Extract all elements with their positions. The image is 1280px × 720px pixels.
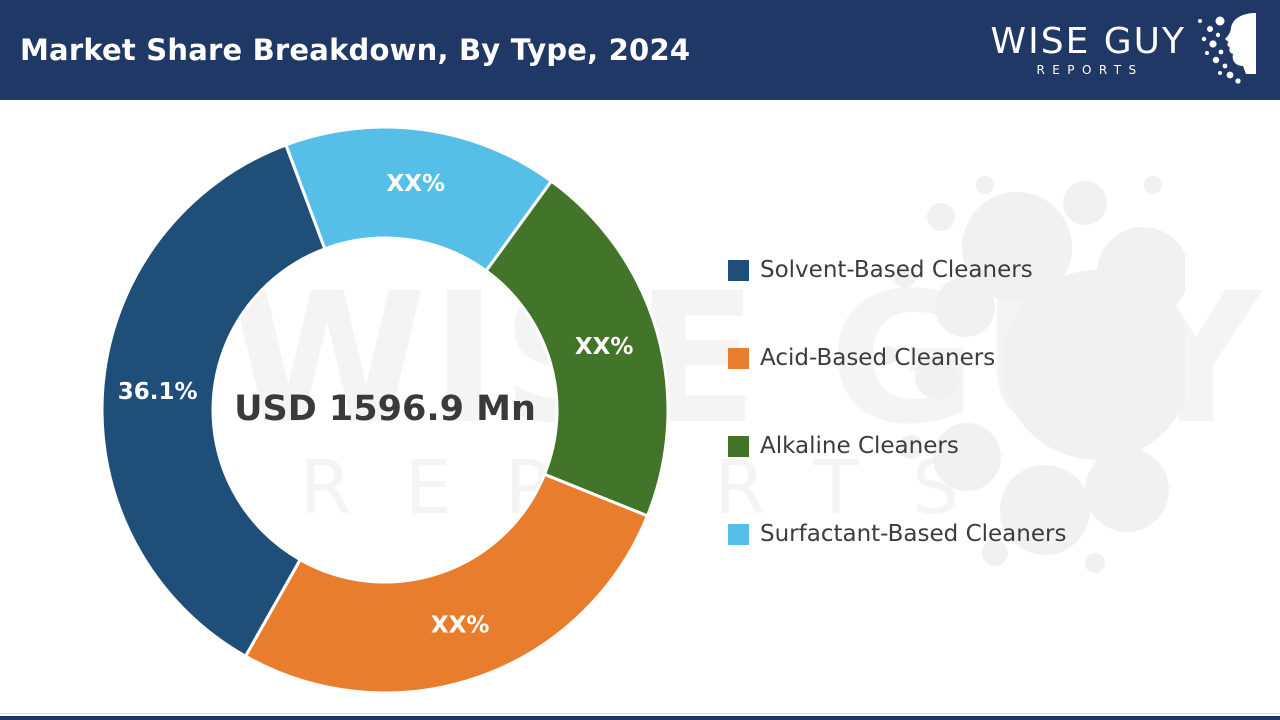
- legend-swatch: [728, 347, 749, 369]
- legend-item: Acid-Based Cleaners: [728, 345, 1066, 371]
- chart-center-value: USD 1596.9 Mn: [234, 389, 536, 429]
- legend-item: Surfactant-Based Cleaners: [728, 521, 1066, 547]
- brand-subtitle: REPORTS: [1036, 62, 1144, 77]
- legend-label: Solvent-Based Cleaners: [760, 257, 1033, 283]
- donut-slice-solvent-based-cleaners: [100, 142, 327, 659]
- brand-name: WISE GUY: [990, 20, 1186, 62]
- slice-value-label: XX%: [431, 612, 490, 638]
- legend-swatch: [728, 259, 749, 281]
- donut-slice-acid-based-cleaners: [243, 472, 650, 695]
- slice-value-label: 36.1%: [118, 379, 198, 405]
- watermark-face: [880, 176, 1185, 573]
- donut-chart: XX% XX% XX% 36.1%: [100, 125, 670, 695]
- legend-label: Acid-Based Cleaners: [760, 345, 996, 371]
- chart-legend: Solvent-Based Cleaners Acid-Based Cleaner…: [728, 257, 1066, 547]
- slice-value-label: XX%: [575, 334, 634, 360]
- header: Market Share Breakdown, By Type, 2024 WI…: [0, 0, 1280, 100]
- legend-item: Solvent-Based Cleaners: [728, 257, 1066, 283]
- slice-value-label: XX%: [387, 171, 446, 197]
- donut-slice-alkaline-cleaners: [484, 179, 670, 518]
- legend-label: Surfactant-Based Cleaners: [760, 521, 1067, 547]
- brand-logo-text: WISE GUY REPORTS: [990, 20, 1187, 77]
- legend-swatch: [728, 435, 749, 457]
- footer-bar: [0, 716, 1280, 720]
- legend-swatch: [728, 523, 749, 545]
- brand-face-icon: [1198, 13, 1256, 84]
- legend-item: Alkaline Cleaners: [728, 433, 1066, 459]
- legend-label: Alkaline Cleaners: [760, 433, 959, 459]
- footer-divider: [0, 713, 1280, 714]
- page-title: Market Share Breakdown, By Type, 2024: [20, 33, 691, 67]
- brand-logo: WISE GUY REPORTS: [990, 11, 1256, 89]
